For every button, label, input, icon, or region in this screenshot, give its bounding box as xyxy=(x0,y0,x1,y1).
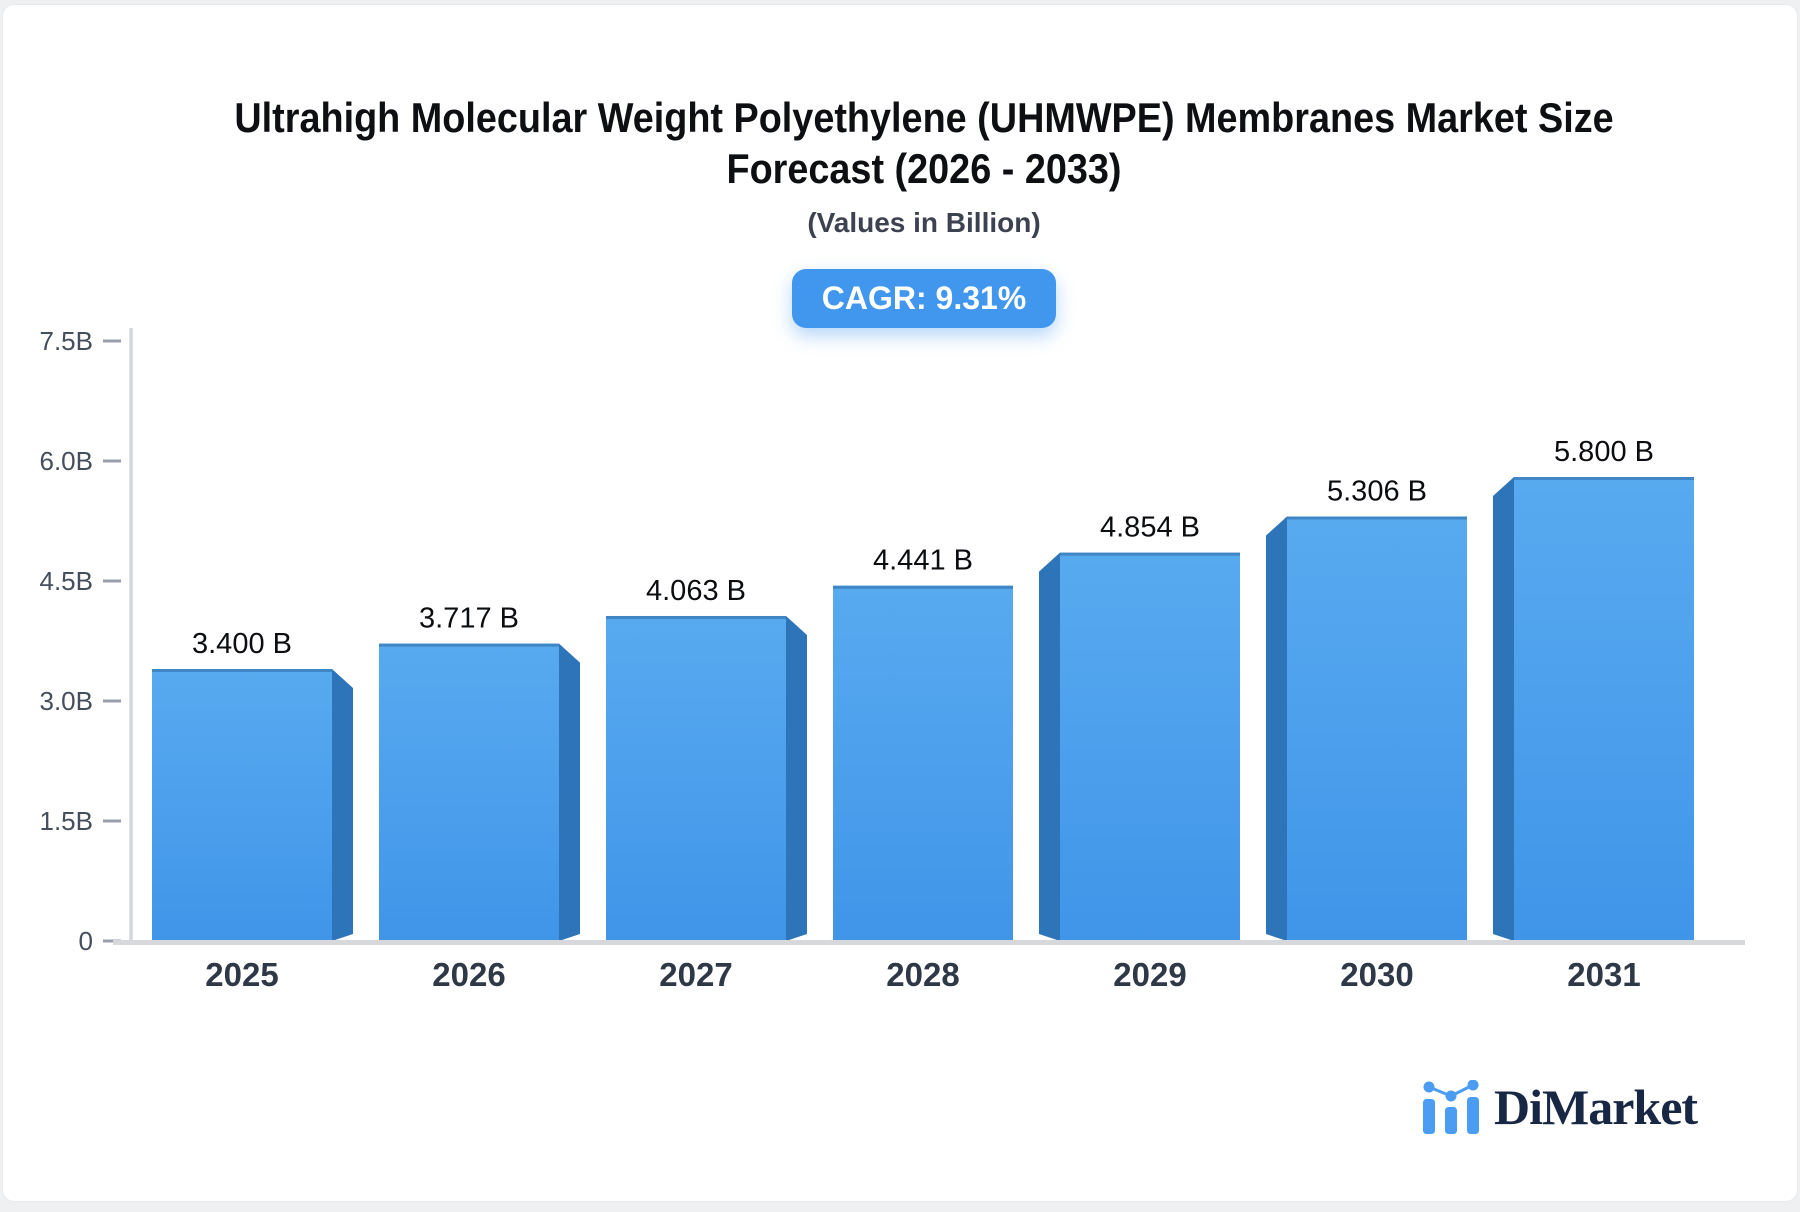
bar-front-face xyxy=(1514,477,1694,941)
y-axis: 7.5B 6.0B 4.5B 3.0B 1.5B 0 xyxy=(40,326,133,956)
y-tick-label: 1.5B xyxy=(40,806,94,836)
x-category-label: 2028 xyxy=(886,956,959,993)
bar-2027[interactable]: 4.063 B xyxy=(606,575,807,941)
y-tick-label: 0 xyxy=(79,926,93,956)
brand-logo: DiMarket xyxy=(1420,1079,1698,1135)
bar-2026[interactable]: 3.717 B xyxy=(379,603,580,941)
bar-2025[interactable]: 3.400 B xyxy=(152,628,353,941)
x-axis: 2025 2026 2027 2028 2029 2030 2031 xyxy=(113,940,1745,993)
bar-front-face xyxy=(1060,552,1240,941)
x-category-label: 2025 xyxy=(205,956,278,993)
bar-2029[interactable]: 4.854 B xyxy=(1039,512,1240,941)
bar-value-label: 4.854 B xyxy=(1100,512,1200,544)
x-axis-baseline xyxy=(113,940,1745,945)
brand-name: DiMarket xyxy=(1494,1079,1698,1135)
bar-side-face xyxy=(786,615,807,941)
bars-group: 3.400 B 3.717 B 4.063 B 4.441 B 4.854 B 5.306… xyxy=(152,436,1694,941)
bar-value-label: 5.800 B xyxy=(1554,436,1654,468)
x-category-label: 2026 xyxy=(432,956,505,993)
bar-2031[interactable]: 5.800 B xyxy=(1493,436,1694,941)
y-tick-label: 6.0B xyxy=(40,446,94,476)
bar-2028[interactable]: 4.441 B xyxy=(833,545,1013,941)
bar-value-label: 4.063 B xyxy=(646,575,746,607)
bar-side-face xyxy=(1493,477,1514,941)
x-category-label: 2027 xyxy=(659,956,732,993)
bar-value-label: 3.400 B xyxy=(192,628,292,660)
x-category-label: 2031 xyxy=(1567,956,1640,993)
x-category-label: 2029 xyxy=(1113,956,1186,993)
bar-2030[interactable]: 5.306 B xyxy=(1266,476,1467,941)
bar-front-face xyxy=(833,585,1013,941)
bar-side-face xyxy=(1039,552,1060,941)
y-tick-label: 7.5B xyxy=(40,326,94,356)
bar-side-face xyxy=(1266,516,1287,941)
bar-front-face xyxy=(152,669,332,941)
bar-front-face xyxy=(1287,516,1467,941)
y-tick-label: 3.0B xyxy=(40,686,94,716)
x-category-label: 2030 xyxy=(1340,956,1413,993)
bar-value-label: 5.306 B xyxy=(1327,476,1427,508)
bar-side-face xyxy=(559,643,580,941)
bar-front-face xyxy=(606,615,786,941)
bar-value-label: 3.717 B xyxy=(419,603,519,635)
dimarket-logo-icon xyxy=(1423,1080,1479,1134)
y-tick-label: 4.5B xyxy=(40,566,94,596)
bar-front-face xyxy=(379,643,559,941)
bar-value-label: 4.441 B xyxy=(873,545,973,577)
bar-side-face xyxy=(332,669,353,941)
